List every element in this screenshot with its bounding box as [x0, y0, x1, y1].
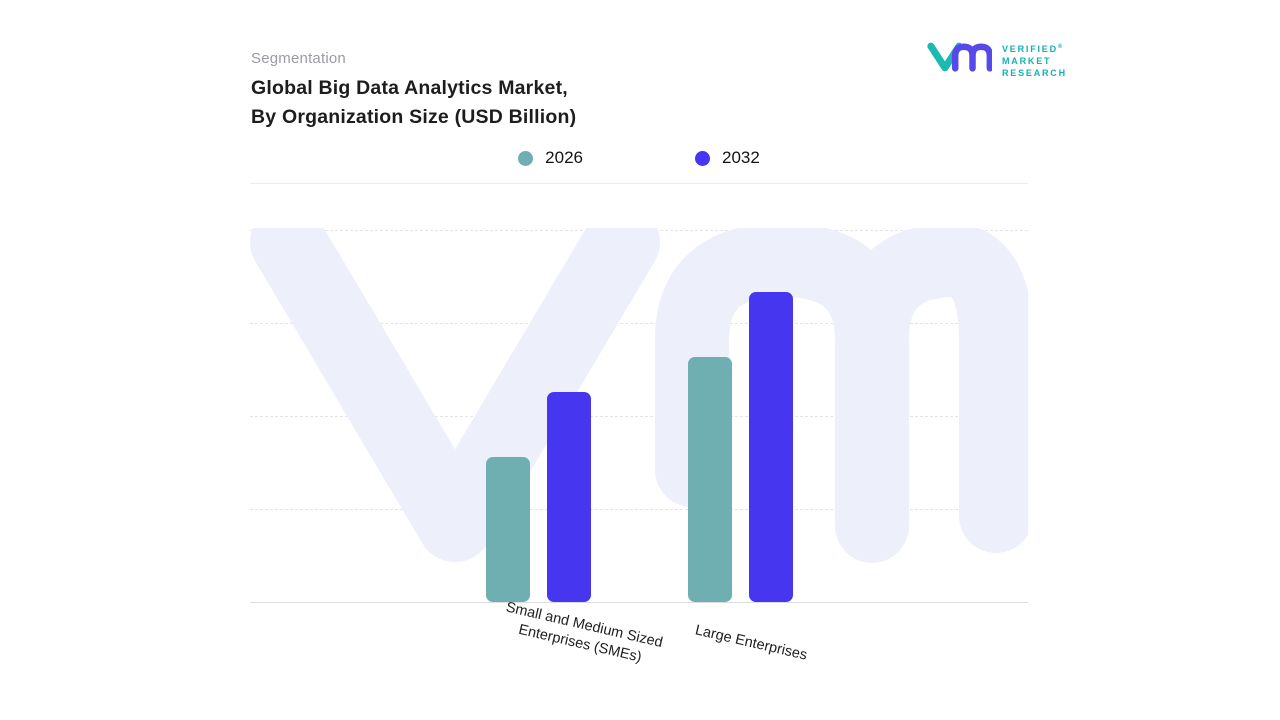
gridline	[250, 323, 1028, 324]
header-divider	[250, 183, 1028, 184]
x-axis-label-smes: Small and Medium Sized Enterprises (SMEs)	[484, 595, 680, 675]
vmr-monogram-icon	[926, 38, 994, 81]
bar-2026-smes	[486, 457, 530, 602]
legend-item-2032: 2032	[695, 148, 760, 168]
x-axis-baseline	[250, 602, 1028, 603]
registered-mark: ®	[1057, 43, 1063, 50]
bar-2026-large-enterprises	[688, 357, 732, 602]
bar-2032-smes	[547, 392, 591, 602]
chart-title-line-1: Global Big Data Analytics Market,	[251, 77, 568, 99]
x-axis-label-large-enterprises: Large Enterprises	[680, 618, 823, 668]
vmr-wordmark: VERIFIED® MARKET RESEARCH	[1002, 42, 1067, 78]
vmr-logo: VERIFIED® MARKET RESEARCH	[926, 38, 1067, 81]
vm-watermark-icon	[250, 228, 1028, 603]
vmr-wordmark-line-2: MARKET	[1002, 55, 1052, 66]
chart-plot-area	[250, 228, 1028, 603]
gridline	[250, 416, 1028, 417]
x-axis-label-line: Large Enterprises	[693, 622, 809, 664]
legend-swatch-icon	[695, 150, 710, 166]
bar-group-smes	[486, 228, 591, 602]
chart-legend: 2026 2032	[250, 148, 1028, 168]
bar-group-large-enterprises	[688, 228, 793, 602]
vmr-wordmark-line-1: VERIFIED®	[1002, 43, 1063, 54]
bar-2032-large-enterprises	[749, 292, 793, 602]
chart-title: Global Big Data Analytics Market, By Org…	[251, 74, 576, 132]
legend-swatch-icon	[518, 150, 534, 166]
legend-item-2026: 2026	[518, 148, 583, 168]
eyebrow-label: Segmentation	[251, 50, 346, 67]
chart-title-line-2: By Organization Size (USD Billion)	[251, 106, 577, 128]
gridline	[250, 509, 1028, 510]
legend-label: 2032	[722, 148, 760, 167]
legend-label: 2026	[545, 148, 583, 167]
vmr-wordmark-line-3: RESEARCH	[1002, 67, 1067, 78]
